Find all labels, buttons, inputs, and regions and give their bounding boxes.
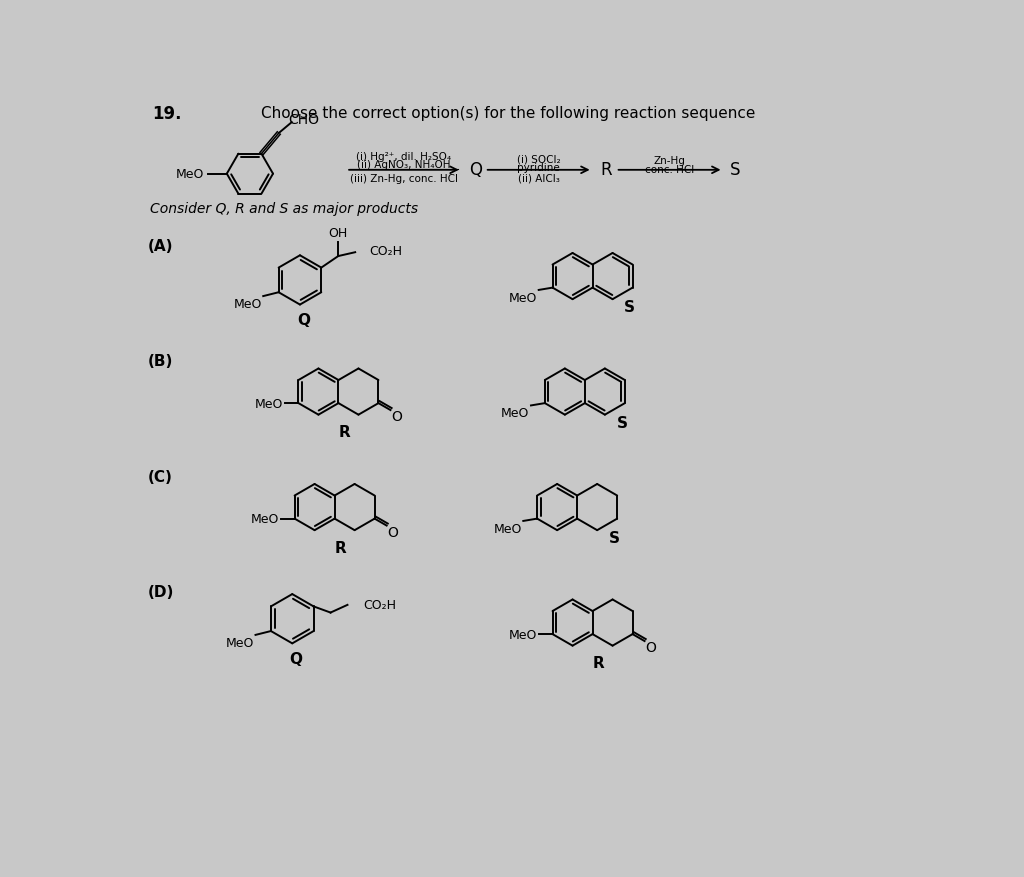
- Text: S: S: [608, 531, 620, 545]
- Text: Q: Q: [469, 160, 482, 179]
- Text: Choose the correct option(s) for the following reaction sequence: Choose the correct option(s) for the fol…: [261, 106, 755, 121]
- Text: Zn-Hg: Zn-Hg: [653, 155, 685, 166]
- Text: (ii) AgNO₃, NH₄OH: (ii) AgNO₃, NH₄OH: [357, 160, 451, 170]
- Text: (A): (A): [147, 239, 173, 253]
- Text: conc. HCl: conc. HCl: [645, 165, 694, 175]
- Text: (ii) AlCl₃: (ii) AlCl₃: [518, 174, 559, 183]
- Text: S: S: [730, 160, 740, 179]
- Text: R: R: [593, 655, 604, 670]
- Text: (B): (B): [147, 353, 173, 369]
- Text: MeO: MeO: [509, 291, 538, 304]
- Text: CO₂H: CO₂H: [369, 245, 402, 258]
- Text: S: S: [616, 416, 628, 431]
- Text: O: O: [387, 525, 398, 539]
- Text: MeO: MeO: [175, 168, 204, 181]
- Text: MeO: MeO: [233, 297, 262, 310]
- Text: (i) Hg²⁺, dil. H₂SO₄: (i) Hg²⁺, dil. H₂SO₄: [356, 152, 452, 161]
- Text: (iii) Zn-Hg, conc. HCl: (iii) Zn-Hg, conc. HCl: [350, 174, 458, 183]
- Text: 19.: 19.: [153, 104, 181, 123]
- Text: MeO: MeO: [251, 512, 280, 525]
- Text: MeO: MeO: [494, 522, 522, 535]
- Text: (i) SOCl₂: (i) SOCl₂: [517, 154, 560, 164]
- Text: R: R: [335, 540, 347, 555]
- Text: MeO: MeO: [501, 407, 529, 420]
- Text: MeO: MeO: [255, 397, 283, 410]
- Text: MeO: MeO: [225, 637, 254, 650]
- Text: R: R: [600, 160, 612, 179]
- Text: Q: Q: [290, 652, 303, 667]
- Text: (C): (C): [147, 469, 172, 484]
- Text: O: O: [391, 410, 402, 424]
- Text: MeO: MeO: [509, 628, 538, 641]
- Text: (D): (D): [147, 585, 174, 600]
- Text: Consider Q, R and S as major products: Consider Q, R and S as major products: [150, 202, 418, 215]
- Text: pyridine: pyridine: [517, 162, 560, 173]
- Text: CHO: CHO: [289, 113, 319, 127]
- Text: O: O: [645, 640, 656, 654]
- Text: Q: Q: [297, 313, 310, 328]
- Text: OH: OH: [329, 227, 348, 239]
- Text: S: S: [624, 300, 635, 315]
- Text: CO₂H: CO₂H: [362, 598, 396, 611]
- Text: R: R: [339, 424, 350, 439]
